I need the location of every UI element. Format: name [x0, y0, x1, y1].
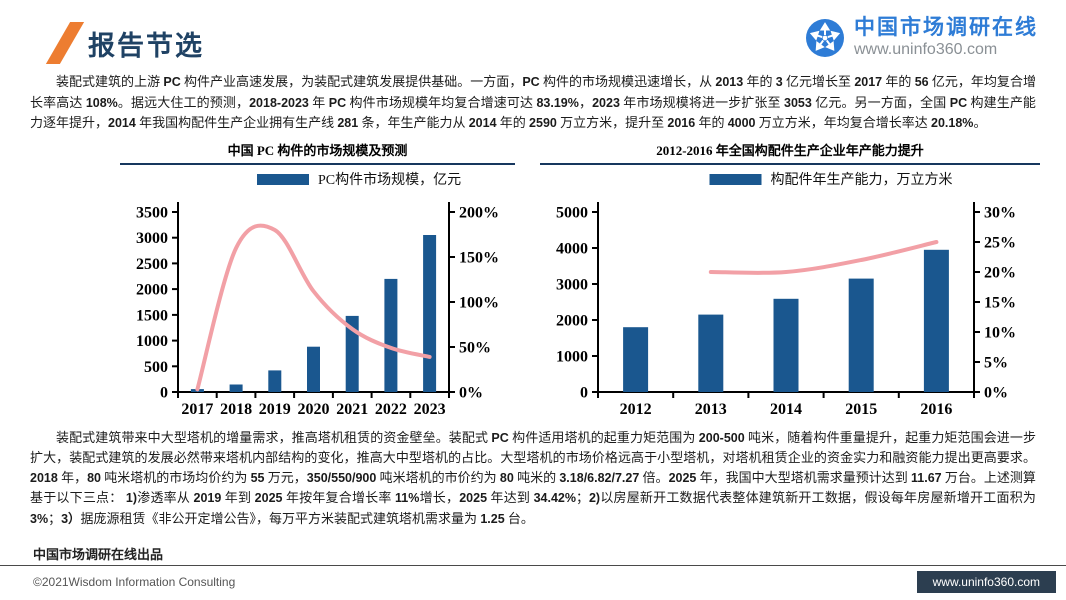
bar-2013 — [698, 314, 724, 392]
x-axis-label: 2022 — [375, 401, 407, 418]
y2-axis-label: 15% — [984, 294, 1016, 311]
y2-axis-label: 150% — [459, 249, 499, 266]
y-axis-label: 3000 — [556, 276, 588, 293]
y2-axis-label: 0% — [984, 384, 1008, 401]
legend-label: PC构件市场规模，亿元 — [318, 171, 461, 188]
y-axis-label: 3000 — [136, 230, 168, 247]
y2-axis-label: 30% — [984, 204, 1016, 221]
x-axis-label: 2016 — [920, 401, 952, 418]
bar-2015 — [848, 278, 874, 392]
growth-line — [195, 223, 432, 391]
footer-url-badge[interactable]: www.uninfo360.com — [916, 571, 1056, 593]
bar-2021 — [345, 315, 359, 392]
logo-site-name: 中国市场调研在线 — [854, 16, 1038, 39]
x-axis-label: 2020 — [298, 401, 330, 418]
legend-label: 构配件年生产能力，万立方米 — [771, 172, 953, 188]
y-axis-label: 3500 — [136, 204, 168, 221]
chart-pc-market: 中国 PC 构件的市场规模及预测 PC构件市场规模，亿元 0 500 1000 1500… — [120, 140, 515, 424]
bar-2012 — [623, 326, 649, 392]
logo-icon — [806, 18, 844, 57]
x-axis-label: 2021 — [336, 401, 368, 418]
chart-canvas-capacity: 构配件年生产能力，万立方米 0 1000 2000 3000 4000 5000 0% 5% 10… — [556, 172, 1016, 418]
page-header: 报告节选 中国市场调研在线 www.uninfo360.com — [0, 0, 1066, 68]
logo-site-url[interactable]: www.uninfo360.com — [854, 41, 998, 58]
y2-axis-label: 5% — [984, 354, 1008, 371]
slash-icon — [45, 22, 85, 64]
footer-producer: 中国市场调研在线出品 — [0, 544, 1066, 566]
y-axis-label: 5000 — [556, 204, 588, 221]
x-axis-label: 2013 — [695, 401, 727, 418]
site-logo[interactable]: 中国市场调研在线 www.uninfo360.com — [805, 16, 1038, 59]
y2-axis-label: 100% — [459, 294, 499, 311]
y-axis-label: 0 — [160, 384, 168, 401]
charts-row: 中国 PC 构件的市场规模及预测 PC构件市场规模，亿元 0 500 1000 1500… — [0, 136, 1066, 424]
y-axis-label: 1000 — [556, 348, 588, 365]
y2-axis-label: 25% — [984, 234, 1016, 251]
chart-title-capacity: 2012-2016 年全国构配件生产企业年产能力提升 — [540, 140, 1040, 165]
y-axis-label: 2000 — [556, 312, 588, 329]
bar-2020 — [307, 346, 320, 392]
y2-axis-label: 0% — [459, 384, 483, 401]
bar-2016 — [923, 249, 949, 392]
growth-line — [708, 239, 939, 275]
y-axis-label: 0 — [580, 384, 588, 401]
page-title: 报告节选 — [88, 30, 204, 61]
copyright-text: ©2021Wisdom Information Consulting — [33, 575, 236, 589]
legend-swatch — [709, 173, 762, 185]
chart-canvas-pc-market: PC构件市场规模，亿元 0 500 1000 1500 2000 2500 3000 3500 0… — [136, 171, 499, 418]
y-axis-label: 4000 — [556, 240, 588, 257]
x-axis-label: 2015 — [845, 401, 877, 418]
bar-2022 — [384, 278, 398, 392]
page-footer: 中国市场调研在线出品 ©2021Wisdom Information Consu… — [0, 544, 1066, 600]
legend-swatch — [257, 173, 309, 185]
paragraph-tower-crane: 装配式建筑带来中大型塔机的增量需求，推高塔机租赁的资金壁垒。装配式 PC 构件适… — [30, 429, 1036, 526]
bar-2018 — [229, 384, 243, 392]
chart-title-pc-market: 中国 PC 构件的市场规模及预测 — [120, 140, 515, 165]
x-axis-label: 2019 — [259, 401, 291, 418]
x-axis-label: 2012 — [620, 401, 652, 418]
y-axis-label: 2500 — [136, 255, 168, 272]
chart-capacity: 2012-2016 年全国构配件生产企业年产能力提升 构配件年生产能力，万立方米… — [540, 140, 1040, 424]
bar-2023 — [423, 234, 437, 392]
title-block: 报告节选 — [45, 22, 204, 64]
bar-2014 — [773, 298, 799, 392]
y-axis-label: 2000 — [136, 281, 168, 298]
y-axis-label: 1500 — [136, 307, 168, 324]
paragraph-pc-market: 装配式建筑的上游 PC 构件产业高速发展，为装配式建筑发展提供基础。一方面，PC… — [30, 74, 1036, 130]
x-axis-label: 2023 — [414, 401, 446, 418]
y2-axis-label: 200% — [459, 204, 499, 221]
y-axis-label: 500 — [144, 358, 168, 375]
y2-axis-label: 10% — [984, 324, 1016, 341]
y2-axis-label: 20% — [984, 264, 1016, 281]
bar-2019 — [268, 369, 282, 392]
x-axis-label: 2017 — [181, 401, 213, 418]
x-axis-label: 2018 — [220, 401, 252, 418]
logo-text: 中国市场调研在线 www.uninfo360.com — [854, 16, 1038, 59]
y2-axis-label: 50% — [459, 339, 491, 356]
footer-bottom-row: ©2021Wisdom Information Consulting www.u… — [0, 566, 1066, 600]
x-axis-label: 2014 — [770, 401, 802, 418]
y-axis-label: 1000 — [136, 333, 168, 350]
